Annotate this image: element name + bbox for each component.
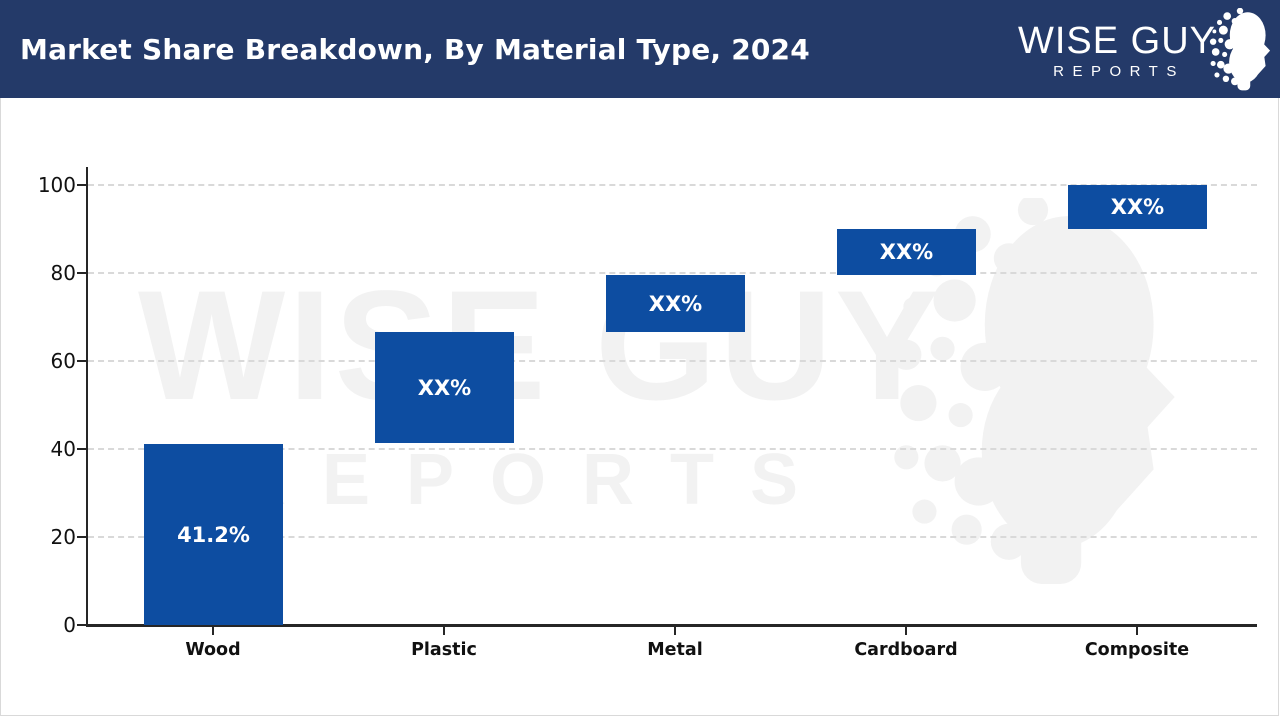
x-axis-category-label: Plastic bbox=[411, 640, 477, 660]
y-axis-tick-mark bbox=[77, 360, 86, 362]
gridline-y100 bbox=[88, 184, 1257, 186]
bar-value-label: XX% bbox=[648, 291, 703, 316]
wiseguy-face-icon bbox=[1209, 8, 1271, 91]
y-axis-tick-label: 20 bbox=[50, 525, 76, 549]
x-axis-tick-mark bbox=[674, 627, 676, 635]
x-axis-tick-mark bbox=[1136, 627, 1138, 635]
brand-logo-text: WISE GUY REPORTS bbox=[1018, 22, 1216, 79]
y-axis-tick-mark bbox=[77, 624, 86, 626]
gridline-y80 bbox=[88, 272, 1257, 274]
x-axis-line bbox=[86, 624, 1257, 627]
bar-value-label: XX% bbox=[879, 240, 934, 264]
gridline-y40 bbox=[88, 448, 1257, 450]
y-axis-tick-mark bbox=[77, 184, 86, 186]
watermark-brand-sub: REPORTS bbox=[234, 440, 835, 520]
y-axis-tick-mark bbox=[77, 448, 86, 450]
brand-name: WISE GUY bbox=[1017, 19, 1216, 62]
y-axis-line bbox=[86, 167, 88, 627]
y-axis-tick-mark bbox=[77, 272, 86, 274]
y-axis-tick-label: 100 bbox=[37, 173, 76, 197]
bar-value-label: XX% bbox=[1110, 195, 1165, 219]
header-bar: Market Share Breakdown, By Material Type… bbox=[0, 0, 1280, 98]
bar-wood: 41.2% bbox=[144, 444, 283, 625]
y-axis-tick-label: 40 bbox=[50, 437, 76, 461]
watermark-brand-name: WISE GUY bbox=[138, 259, 943, 433]
bar-composite: XX% bbox=[1068, 185, 1207, 229]
x-axis-category-label: Wood bbox=[185, 640, 241, 660]
y-axis-tick-mark bbox=[77, 536, 86, 538]
y-axis-tick-label: 60 bbox=[50, 349, 76, 373]
x-axis-category-label: Metal bbox=[647, 640, 703, 660]
page-title: Market Share Breakdown, By Material Type… bbox=[20, 32, 810, 66]
brand-sub: REPORTS bbox=[1053, 62, 1185, 80]
y-axis-tick-label: 80 bbox=[50, 261, 76, 285]
y-axis-tick-label: 0 bbox=[63, 613, 76, 637]
bar-value-label: XX% bbox=[417, 375, 472, 400]
bar-value-label: 41.2% bbox=[177, 522, 250, 547]
x-axis-category-label: Composite bbox=[1084, 640, 1190, 660]
x-axis-category-label: Cardboard bbox=[854, 640, 958, 660]
x-axis-tick-mark bbox=[443, 627, 445, 635]
gridline-y20 bbox=[88, 536, 1257, 538]
brand-logo: WISE GUY REPORTS bbox=[1018, 5, 1272, 95]
x-axis-tick-mark bbox=[905, 627, 907, 635]
x-axis-tick-mark bbox=[212, 627, 214, 635]
bar-metal: XX% bbox=[606, 275, 745, 332]
wiseguy-face-watermark-icon bbox=[891, 198, 1175, 584]
bar-cardboard: XX% bbox=[837, 229, 976, 275]
watermark-text: WISE GUY REPORTS bbox=[138, 268, 942, 516]
bar-plastic: XX% bbox=[375, 332, 514, 443]
gridline-y60 bbox=[88, 360, 1257, 362]
